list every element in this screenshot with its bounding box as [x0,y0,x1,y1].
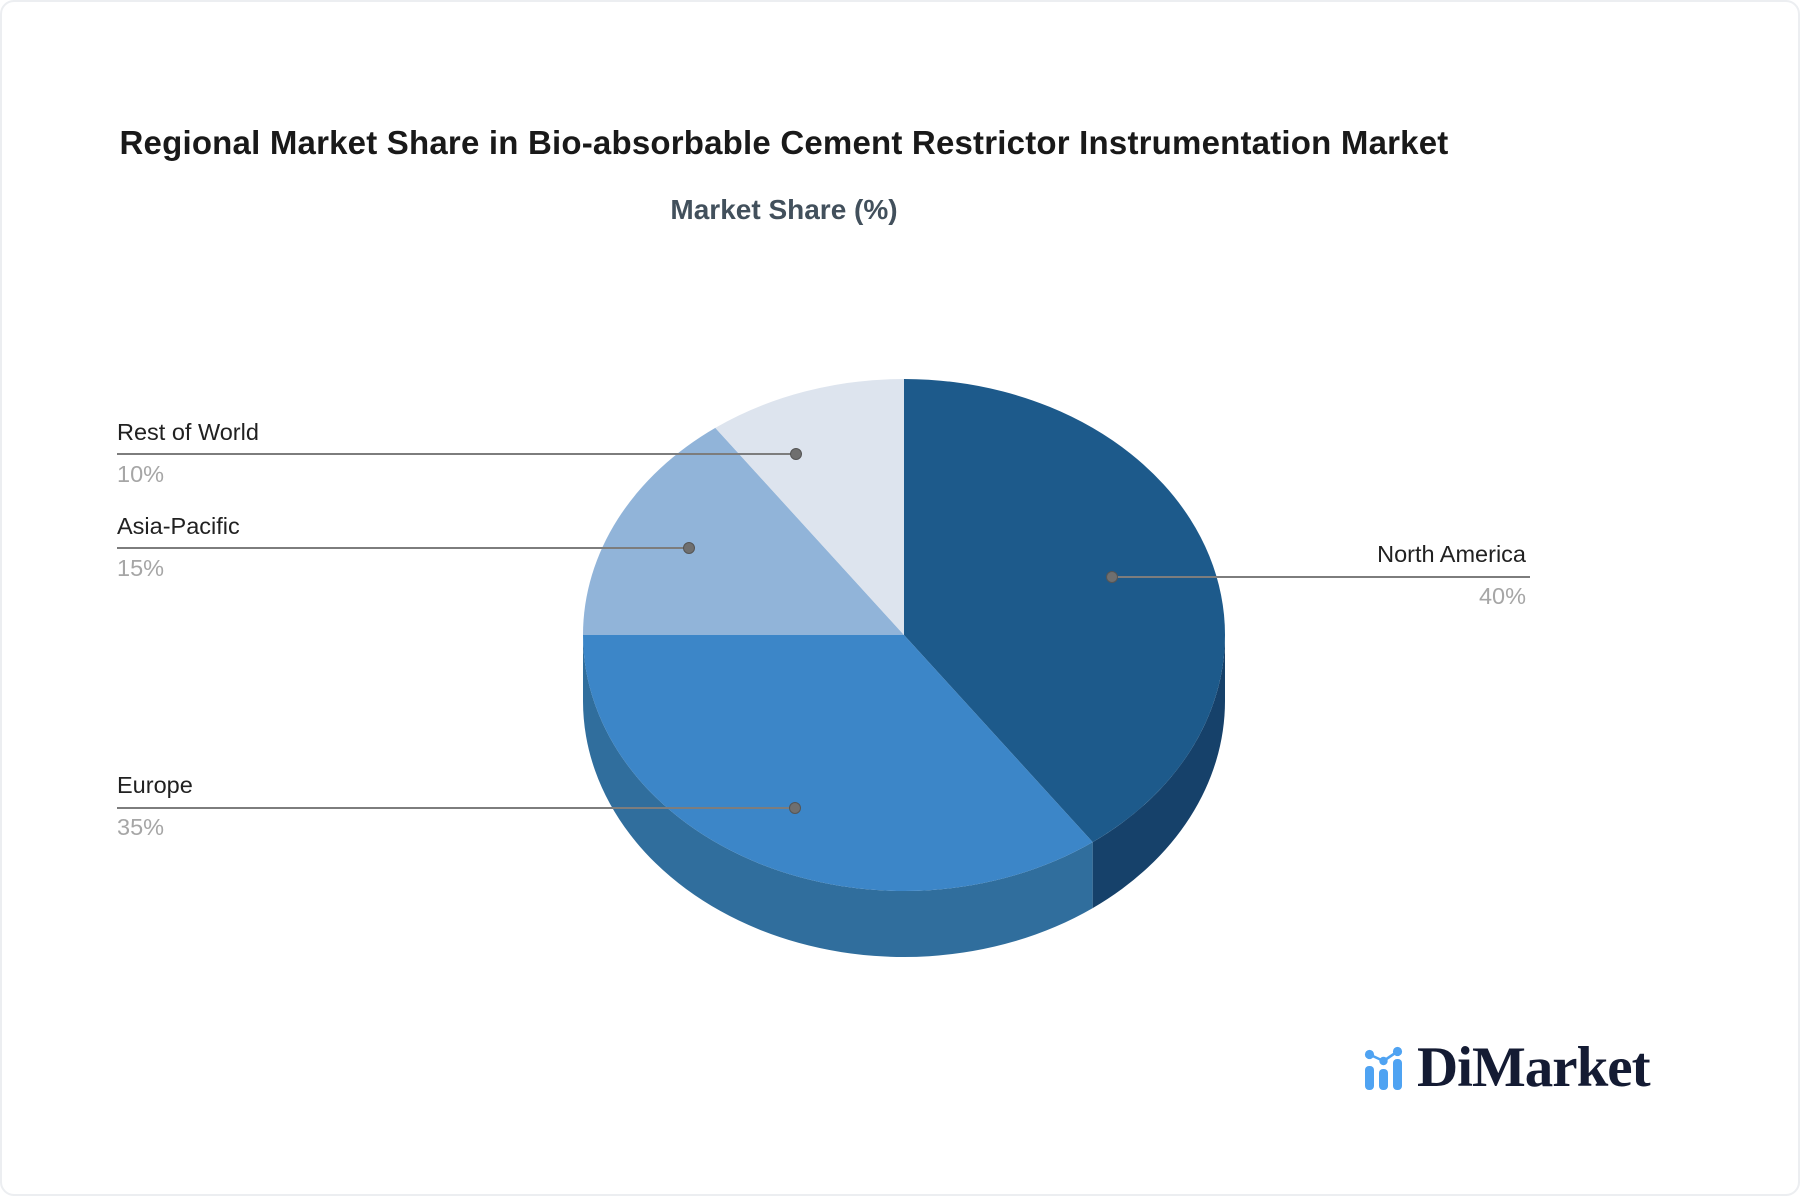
brand-logo: DiMarket [1362,1036,1651,1099]
pie-slice-asia-pacific[interactable] [583,427,904,635]
slice-label-rest-of-world: Rest of World [117,419,259,445]
leader-dot-asia-pacific [683,542,695,554]
pie-slice-europe[interactable] [583,635,1093,892]
leader-dot-europe [789,802,801,814]
slice-value-asia-pacific: 15% [117,555,165,581]
chart-subtitle: Market Share (%) [670,194,898,225]
leader-dot-north-america [1106,571,1118,583]
leader-dots [683,448,1118,814]
leader-lines [117,453,1530,809]
slice-value-north-america: 40% [1478,583,1526,609]
pie-slice-rest-of-world[interactable] [715,379,904,635]
leader-dot-rest-of-world [790,448,802,460]
slice-label-europe: Europe [117,772,193,798]
slice-value-europe: 35% [117,814,165,840]
brand-logo-text: DiMarket [1417,1036,1651,1099]
slice-label-asia-pacific: Asia-Pacific [117,513,240,539]
chart-title: Regional Market Share in Bio-absorbable … [119,124,1449,161]
slice-value-rest-of-world: 10% [117,461,165,487]
slice-label-north-america: North America [1377,541,1526,567]
bar-line-chart-icon [1364,1046,1403,1090]
pie-side-north-america [1092,635,1225,909]
pie-slice-north-america[interactable] [904,379,1226,843]
pie-side-europe [583,635,1093,958]
